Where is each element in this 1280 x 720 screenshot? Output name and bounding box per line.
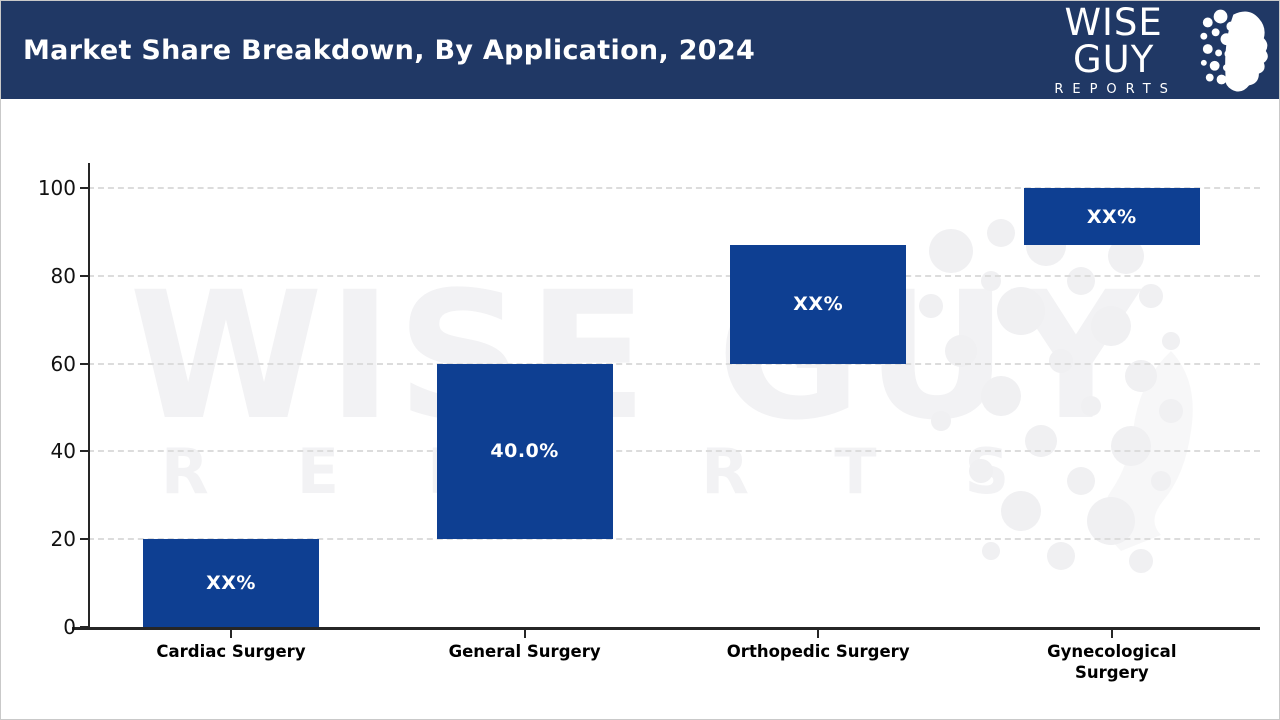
x-tick-4 [1110,630,1113,638]
gridline-20 [88,538,1260,541]
logo-face-icon [1200,9,1269,92]
bar-value-label: XX% [793,293,844,316]
header-bar: Market Share Breakdown, By Application, … [1,1,1279,99]
bar-value-label: XX% [206,572,256,595]
y-axis-line [88,163,90,629]
bar-orthopedic-surgery: XX% [730,245,907,364]
gridline-80 [88,274,1260,277]
category-label-gynecological-surgery: Gynecological Surgery [1047,642,1177,682]
category-label-orthopedic-surgery: Orthopedic Surgery [726,642,910,661]
x-tick-2 [523,630,526,638]
x-tick-3 [817,630,820,638]
bar-value-label: XX% [1086,205,1137,228]
bar-cardiac-surgery: XX% [143,539,319,627]
y-tick-100 [80,187,88,189]
bar-value-label: 40.0% [490,440,559,463]
y-tick-60 [80,362,88,365]
x-axis-line [72,627,1260,630]
category-label-general-surgery: General Surgery [448,642,601,661]
y-tick-label-40: 40 [50,439,76,464]
gridline-60 [88,362,1260,365]
wise-guy-reports-logo: WISE GUY REPORTS [1019,4,1269,97]
bar-general-surgery: 40.0% [436,363,613,540]
y-tick-40 [80,450,88,453]
bar-gynecological-surgery: XX% [1023,188,1200,246]
y-tick-label-20: 20 [50,527,76,552]
y-tick-20 [80,538,88,541]
logo-reports-label: REPORTS [1054,81,1177,97]
category-label-cardiac-surgery: Cardiac Surgery [156,642,306,661]
y-tick-label-80: 80 [50,263,76,288]
gridline-100 [88,187,1260,189]
y-tick-0 [80,626,88,628]
y-tick-80 [80,274,88,277]
gridline-40 [88,450,1260,453]
logo-text: WISE GUY REPORTS [1019,4,1208,97]
x-tick-1 [230,630,232,638]
logo-wiseguy-label: WISE GUY [1064,0,1163,81]
page-title: Market Share Breakdown, By Application, … [23,34,756,66]
y-tick-label-0: 0 [63,615,76,639]
y-tick-label-100: 100 [37,176,76,200]
y-tick-label-60: 60 [50,351,76,376]
